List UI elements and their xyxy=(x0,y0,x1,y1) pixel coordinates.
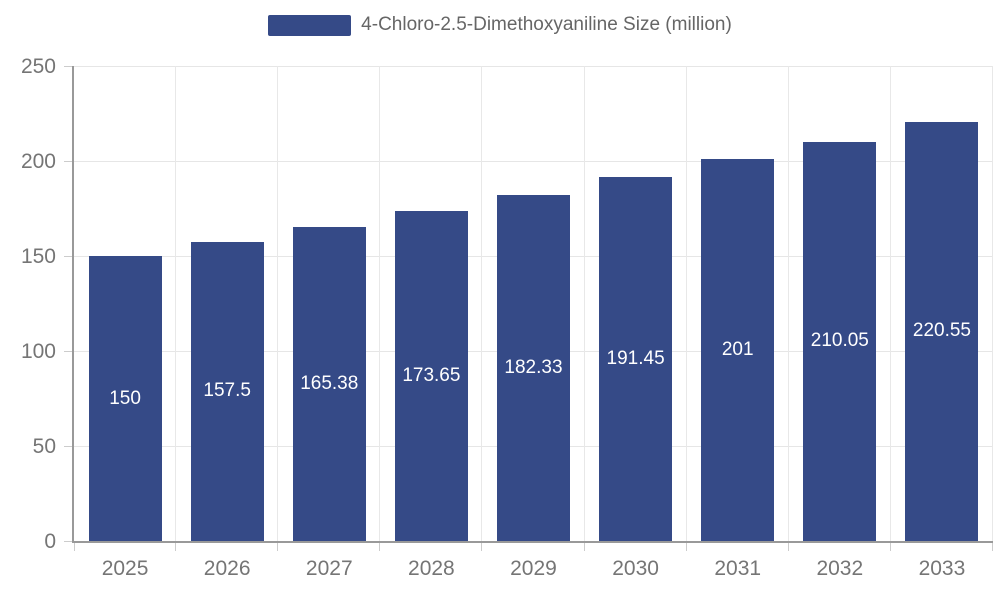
bar-value-label-2028: 173.65 xyxy=(402,365,461,387)
bar-value-label-2033: 220.55 xyxy=(912,320,971,342)
x-tick-9 xyxy=(992,543,993,551)
bar-value-label-2030: 191.45 xyxy=(606,348,665,370)
bar-2033[interactable]: 220.55 xyxy=(905,121,979,541)
bar-2030[interactable]: 191.45 xyxy=(599,177,673,541)
x-tick-2 xyxy=(277,543,279,551)
x-tick-8 xyxy=(889,543,891,551)
bar-value-label-2027: 165.38 xyxy=(300,372,359,394)
x-axis-label-2025: 2025 xyxy=(101,557,149,580)
gridline-x-4 xyxy=(481,66,483,541)
gridline-y-250 xyxy=(74,66,993,67)
y-tick-150 xyxy=(64,256,72,257)
bar-value-label-2026: 157.5 xyxy=(203,380,251,402)
bar-value-label-2032: 210.05 xyxy=(810,330,869,352)
gridline-x-7 xyxy=(787,66,789,541)
bar-2029[interactable]: 182.33 xyxy=(496,194,570,541)
bar-value-label-2029: 182.33 xyxy=(504,356,563,378)
plot-area: 150 157.5 165.38 173.65 182.33 191.45 201 210.0… xyxy=(64,66,993,551)
legend-label: 4-Chloro-2.5-Dimethoxyaniline Size (mill… xyxy=(361,14,732,35)
bar-2028[interactable]: 173.65 xyxy=(394,211,468,541)
gridline-x-3 xyxy=(379,66,381,541)
y-axis-label-150: 150 xyxy=(20,245,56,268)
x-tick-3 xyxy=(379,543,381,551)
legend[interactable]: 4-Chloro-2.5-Dimethoxyaniline Size (mill… xyxy=(0,14,1000,36)
gridline-x-6 xyxy=(685,66,687,541)
y-tick-50 xyxy=(64,446,72,447)
y-axis-label-0: 0 xyxy=(44,530,56,553)
gridline-x-5 xyxy=(583,66,585,541)
x-axis-label-2031: 2031 xyxy=(714,557,762,580)
y-axis-label-200: 200 xyxy=(20,150,56,173)
x-axis-label-2033: 2033 xyxy=(918,557,966,580)
bar-2031[interactable]: 201 xyxy=(701,159,775,541)
gridline-y-200 xyxy=(74,161,993,162)
y-tick-0 xyxy=(64,541,72,542)
bar-2026[interactable]: 157.5 xyxy=(190,241,264,541)
y-tick-250 xyxy=(64,66,72,67)
x-axis-label-2026: 2026 xyxy=(203,557,251,580)
y-axis-label-100: 100 xyxy=(20,340,56,363)
legend-swatch-icon xyxy=(268,14,352,36)
x-tick-4 xyxy=(481,543,483,551)
x-axis-line xyxy=(72,541,993,543)
x-axis-label-2029: 2029 xyxy=(510,557,557,580)
x-tick-0 xyxy=(74,543,75,551)
x-axis-label-2027: 2027 xyxy=(305,557,353,580)
gridline-x-9 xyxy=(992,66,993,541)
bar-2027[interactable]: 165.38 xyxy=(292,226,366,541)
y-axis-line xyxy=(72,66,74,541)
y-axis-label-250: 250 xyxy=(20,55,56,78)
x-axis-label-2030: 2030 xyxy=(612,557,659,580)
y-tick-200 xyxy=(64,161,72,162)
y-axis-label-50: 50 xyxy=(32,435,56,458)
x-tick-6 xyxy=(685,543,687,551)
x-axis-label-2028: 2028 xyxy=(408,557,455,580)
bar-value-label-2031: 201 xyxy=(721,339,754,361)
bar-2032[interactable]: 210.05 xyxy=(803,141,877,541)
bar-2025[interactable]: 150 xyxy=(88,256,162,541)
bar-value-label-2025: 150 xyxy=(109,387,141,409)
x-tick-1 xyxy=(175,543,177,551)
x-axis-label-2032: 2032 xyxy=(816,557,864,580)
x-tick-5 xyxy=(583,543,585,551)
x-tick-7 xyxy=(787,543,789,551)
gridline-x-2 xyxy=(277,66,279,541)
gridline-x-8 xyxy=(889,66,891,541)
gridline-x-1 xyxy=(175,66,177,541)
y-tick-100 xyxy=(64,351,72,352)
